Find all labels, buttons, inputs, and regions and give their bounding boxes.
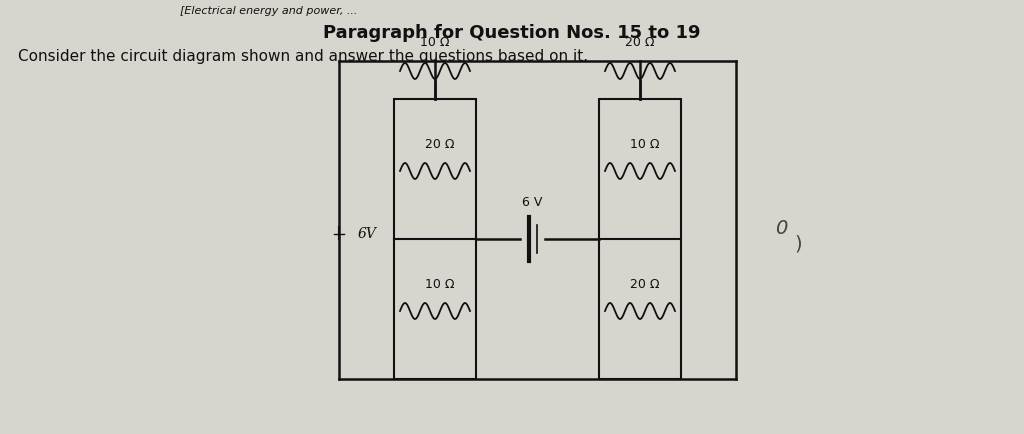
Text: 6V: 6V <box>357 227 376 241</box>
Text: [Electrical energy and power, ...: [Electrical energy and power, ... <box>180 6 357 16</box>
Text: Consider the circuit diagram shown and answer the questions based on it.: Consider the circuit diagram shown and a… <box>18 49 588 64</box>
Bar <box>394 99 476 379</box>
Text: Paragraph for Question Nos. 15 to 19: Paragraph for Question Nos. 15 to 19 <box>324 24 700 42</box>
Text: 10 Ω: 10 Ω <box>425 278 455 291</box>
Text: 20 Ω: 20 Ω <box>425 138 455 151</box>
Text: 20 Ω: 20 Ω <box>630 278 659 291</box>
Text: 20 Ω: 20 Ω <box>626 36 654 49</box>
Text: 10 Ω: 10 Ω <box>630 138 659 151</box>
Text: ): ) <box>795 234 802 253</box>
Text: 0: 0 <box>775 220 787 239</box>
Bar <box>599 99 681 379</box>
Text: 10 Ω: 10 Ω <box>420 36 450 49</box>
Text: 6 V: 6 V <box>522 196 542 209</box>
